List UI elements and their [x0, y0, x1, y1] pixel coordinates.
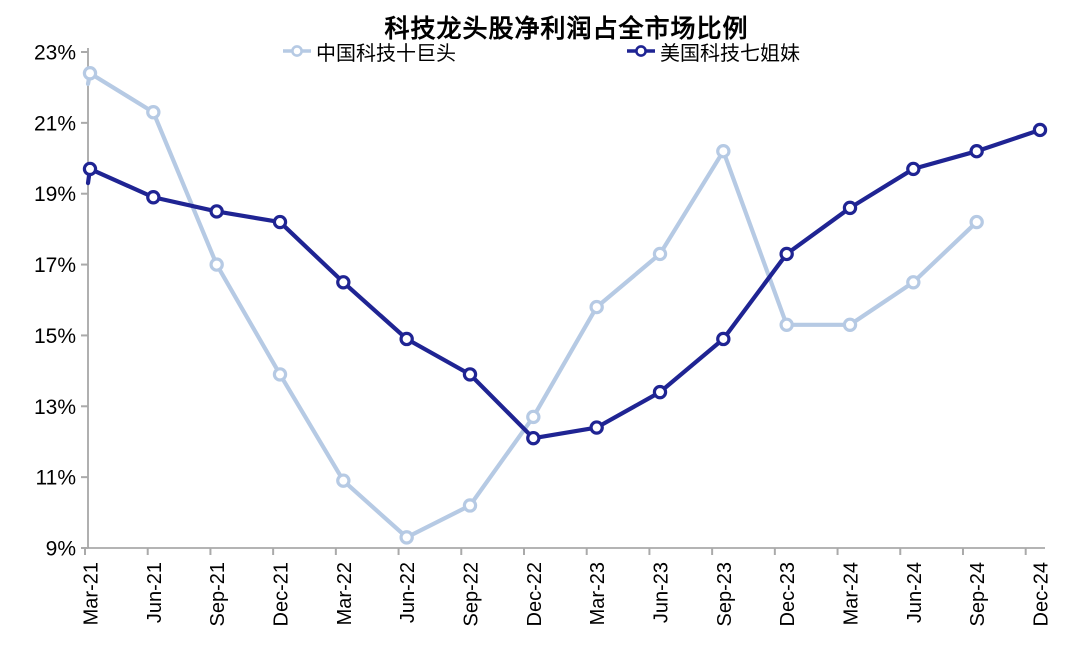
x-tick-label: Sep-22	[460, 562, 482, 627]
data-point-marker	[82, 66, 98, 81]
x-tick-label: Jun-23	[650, 562, 672, 623]
x-tick-label: Jun-24	[904, 562, 926, 623]
data-point-marker	[906, 275, 921, 290]
data-point-marker	[652, 384, 668, 400]
y-tick-label: 19%	[34, 183, 76, 206]
x-tick-label: Mar-21	[81, 562, 103, 625]
data-point-marker	[462, 367, 478, 382]
data-point-marker	[399, 530, 414, 545]
data-point-marker	[82, 161, 98, 177]
data-point-marker	[209, 204, 224, 219]
y-tick-label: 11%	[36, 467, 76, 490]
x-tick-label: Mar-23	[587, 562, 609, 625]
data-point-marker	[399, 331, 414, 347]
series-line	[85, 127, 1043, 441]
data-point-marker	[336, 473, 351, 488]
legend-label: 中国科技十巨头	[316, 42, 456, 65]
x-tick-label: Jun-22	[397, 562, 419, 623]
data-point-marker	[652, 246, 668, 262]
series-中国科技十巨头	[82, 66, 984, 545]
y-tick-label: 15%	[34, 325, 76, 348]
x-tick-label: Dec-21	[270, 562, 292, 626]
data-point-marker	[906, 161, 921, 177]
series-line	[85, 71, 979, 540]
legend-item-1: 中国科技十巨头	[283, 39, 456, 65]
y-tick-label: 17%	[34, 254, 76, 277]
data-point-marker	[272, 367, 288, 382]
y-tick-label: 13%	[34, 396, 76, 419]
legend-line-marker-icon	[627, 45, 655, 57]
y-axis-ticks-labels: 9% 11% 13% 15% 17% 19% 21% 23%	[34, 42, 88, 561]
data-point-marker	[716, 331, 731, 347]
y-tick-label: 23%	[34, 42, 76, 65]
data-point-marker	[589, 299, 604, 315]
data-point-marker	[1032, 122, 1048, 138]
x-tick-label: Mar-24	[840, 562, 862, 625]
chart-title: 科技龙头股净利润占全市场比例	[384, 15, 749, 43]
data-point-marker	[842, 200, 858, 216]
x-tick-label: Dec-23	[777, 562, 799, 626]
data-point-marker	[146, 105, 161, 120]
legend-label: 美国科技七姐妹	[660, 42, 800, 65]
data-point-marker	[272, 214, 288, 230]
data-point-marker	[209, 257, 224, 272]
x-tick-label: Sep-23	[714, 562, 736, 627]
legend-item-2: 美国科技七姐妹	[627, 39, 800, 65]
x-tick-label: Mar-22	[334, 562, 356, 625]
data-point-marker	[589, 420, 604, 435]
data-point-marker	[779, 317, 794, 332]
data-point-marker	[336, 275, 351, 290]
data-point-marker	[969, 143, 984, 159]
x-tick-label: Sep-24	[967, 562, 989, 627]
axes	[87, 48, 1045, 549]
data-point-marker	[146, 190, 161, 205]
x-tick-label: Dec-24	[1030, 562, 1052, 626]
x-tick-label: Sep-21	[207, 562, 229, 627]
data-point-marker	[462, 498, 478, 513]
series-美国科技七姐妹	[82, 122, 1048, 446]
data-point-marker	[842, 317, 858, 332]
data-point-marker	[716, 143, 731, 159]
x-tick-label: Dec-22	[524, 562, 546, 626]
data-point-marker	[969, 214, 984, 230]
legend-line-marker-icon	[283, 45, 311, 57]
data-point-marker	[526, 430, 541, 446]
y-tick-label: 21%	[34, 112, 76, 135]
data-point-marker	[779, 246, 794, 262]
data-point-marker	[526, 409, 541, 425]
x-axis-ticks-labels: Mar-21 Jun-21 Sep-21 Dec-21 Mar-22 Jun-22 Sep-…	[81, 548, 1052, 627]
y-tick-label: 9%	[46, 538, 76, 561]
x-tick-label: Jun-21	[144, 562, 166, 623]
